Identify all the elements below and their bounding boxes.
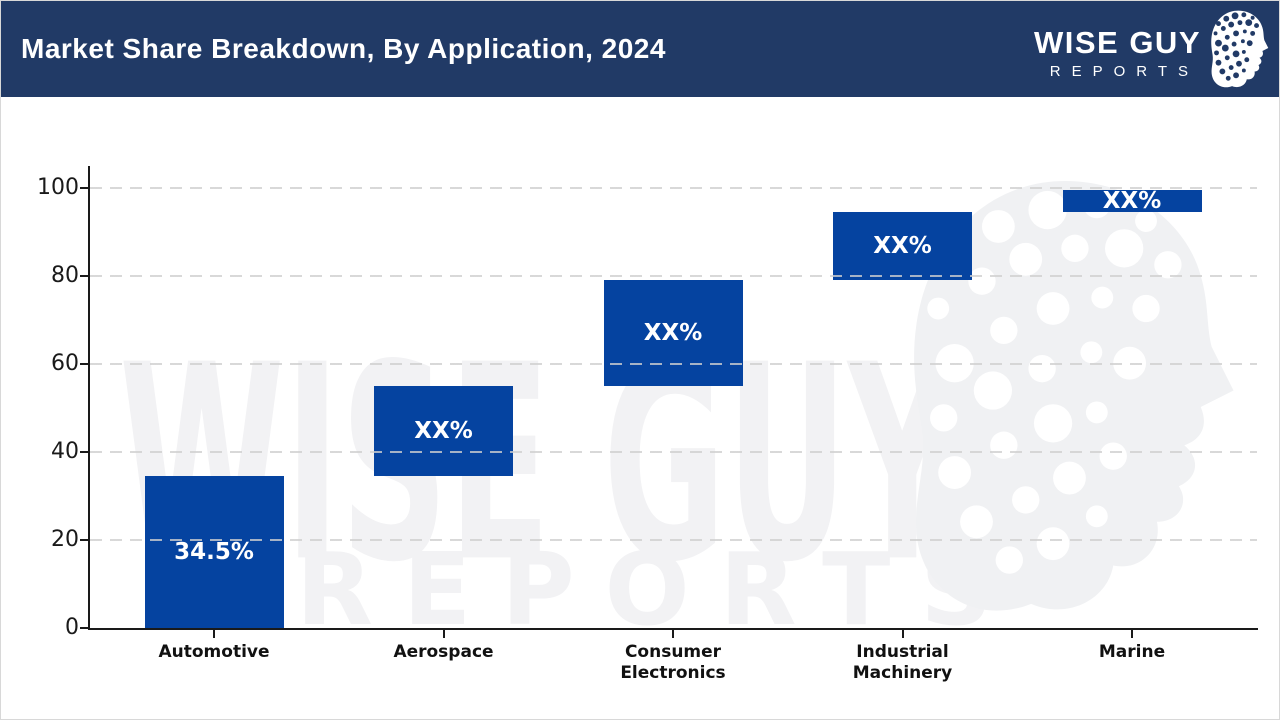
gridline [90,275,1257,277]
bar-consumer-electronics [603,280,743,386]
wise-guy-reports-logo: WISE GUY REPORTS [1003,1,1273,97]
header-bar: Market Share Breakdown, By Application, … [1,1,1279,97]
y-tick-label: 40 [51,439,79,464]
gridline [90,363,1257,365]
bar-value-label: 34.5% [174,539,254,566]
bar-automotive [144,476,284,628]
x-axis-line [88,628,1258,630]
gridline [90,451,1257,453]
logo-reports-text: REPORTS [1049,63,1199,80]
bar-aerospace [374,386,513,477]
bar-marine [1062,190,1202,213]
y-tick-mark [80,187,88,189]
y-tick-mark [80,363,88,365]
bar-value-label: XX% [643,320,703,347]
x-category-label: Automotive [158,642,270,662]
x-category-label: Industrial Machinery [852,642,953,683]
logo-dotted-face-icon [1211,10,1269,88]
x-category-label: Aerospace [393,642,494,662]
bar-value-label: XX% [873,233,932,260]
x-tick-mark [213,630,215,638]
bar-value-label: XX% [414,418,473,445]
y-tick-label: 80 [51,263,79,288]
logo-wise-guy-text: WISE GUY [1033,25,1201,60]
x-category-label: Consumer Electronics [620,642,726,683]
x-tick-mark [442,630,445,638]
x-tick-mark [1131,630,1133,638]
y-tick-label: 20 [51,527,79,552]
x-category-label: Marine [1098,642,1166,662]
x-tick-mark [901,630,904,638]
y-tick-label: 0 [65,615,79,640]
y-tick-mark [80,627,88,629]
page-title: Market Share Breakdown, By Application, … [21,33,666,64]
gridline [90,539,1257,541]
y-tick-mark [80,539,88,541]
y-tick-mark [80,275,88,277]
y-axis-line [88,166,90,630]
y-tick-mark [80,451,88,453]
bar-value-label: XX% [1102,188,1162,215]
x-tick-mark [672,630,674,638]
y-tick-label: 60 [51,351,79,376]
gridline [90,187,1257,189]
y-tick-label: 100 [37,175,79,200]
bar-industrial-machinery [833,212,972,281]
